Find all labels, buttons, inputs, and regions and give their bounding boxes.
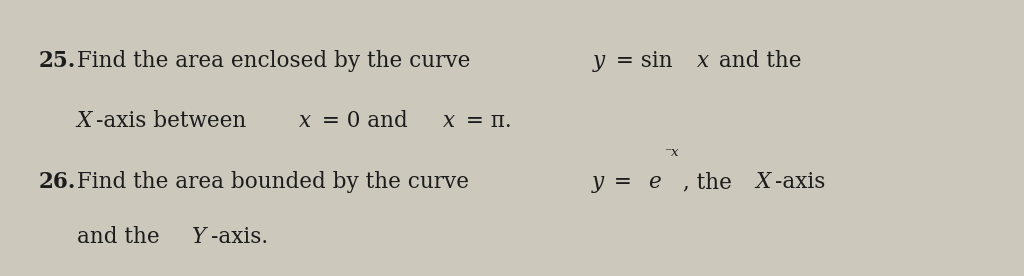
Text: X: X	[755, 171, 770, 193]
Text: ⁻x: ⁻x	[665, 146, 679, 159]
Text: Find the area enclosed by the curve: Find the area enclosed by the curve	[77, 50, 477, 72]
Text: and the: and the	[77, 226, 166, 248]
Text: and the: and the	[712, 50, 802, 72]
Text: = π.: = π.	[459, 110, 512, 132]
Text: y: y	[593, 50, 605, 72]
Text: x: x	[696, 50, 709, 72]
Text: y: y	[592, 171, 603, 193]
Text: x: x	[443, 110, 456, 132]
Text: = 0 and: = 0 and	[314, 110, 415, 132]
Text: e: e	[648, 171, 660, 193]
Text: , the: , the	[683, 171, 739, 193]
Text: Y: Y	[193, 226, 207, 248]
Text: Find the area bounded by the curve: Find the area bounded by the curve	[77, 171, 476, 193]
Text: = sin: = sin	[609, 50, 677, 72]
Text: 25.: 25.	[39, 50, 76, 72]
Text: X: X	[77, 110, 92, 132]
Text: -axis.: -axis.	[211, 226, 268, 248]
Text: x: x	[299, 110, 311, 132]
Text: =: =	[607, 171, 639, 193]
Text: 26.: 26.	[39, 171, 76, 193]
Text: -axis: -axis	[775, 171, 825, 193]
Text: -axis between: -axis between	[96, 110, 254, 132]
